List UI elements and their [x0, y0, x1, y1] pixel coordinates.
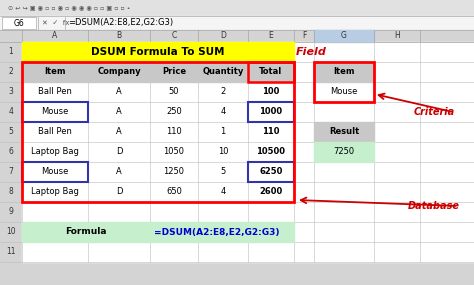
- Bar: [314, 30, 374, 42]
- Text: 11: 11: [6, 247, 16, 256]
- Text: 4: 4: [220, 107, 226, 117]
- Text: 1: 1: [220, 127, 226, 137]
- Text: A: A: [116, 107, 122, 117]
- Text: A: A: [116, 87, 122, 97]
- Bar: [22, 42, 474, 262]
- Bar: [0, 0, 474, 16]
- Text: 7250: 7250: [333, 148, 355, 156]
- Text: 5: 5: [220, 168, 226, 176]
- Text: Item: Item: [44, 68, 66, 76]
- Bar: [314, 142, 374, 162]
- Text: C: C: [172, 32, 177, 40]
- Text: Criteria: Criteria: [414, 107, 455, 117]
- Text: 10: 10: [6, 227, 16, 237]
- Text: Mouse: Mouse: [41, 107, 69, 117]
- Text: 110: 110: [262, 127, 280, 137]
- Bar: [314, 122, 374, 142]
- Text: 50: 50: [169, 87, 179, 97]
- Text: Database: Database: [408, 201, 460, 211]
- Text: A: A: [116, 168, 122, 176]
- Bar: [22, 42, 294, 62]
- Bar: [0, 16, 474, 30]
- Text: Laptop Bag: Laptop Bag: [31, 148, 79, 156]
- Text: 5: 5: [9, 127, 13, 137]
- Bar: [22, 162, 88, 182]
- Text: 110: 110: [166, 127, 182, 137]
- Text: 1250: 1250: [164, 168, 184, 176]
- Bar: [2, 17, 36, 29]
- Text: 1050: 1050: [164, 148, 184, 156]
- Bar: [22, 102, 88, 122]
- Bar: [0, 42, 22, 262]
- Text: 4: 4: [9, 107, 13, 117]
- Text: ⊙ ↩ ↪ ▣ ◉ ▫ ▫ ◉ ▫ ◉ ◉ ◉ ▫ ▫ ▣ ▫ ▫ •: ⊙ ↩ ↪ ▣ ◉ ▫ ▫ ◉ ▫ ◉ ◉ ◉ ▫ ▫ ▣ ▫ ▫ •: [8, 5, 130, 11]
- Text: 1000: 1000: [259, 107, 283, 117]
- Text: 3: 3: [9, 87, 13, 97]
- Bar: [0, 30, 474, 42]
- Text: Field: Field: [296, 47, 327, 57]
- Text: Ball Pen: Ball Pen: [38, 127, 72, 137]
- Text: Result: Result: [329, 127, 359, 137]
- Text: =DSUM(A2:E8,E2,G2:G3): =DSUM(A2:E8,E2,G2:G3): [68, 19, 173, 27]
- Bar: [248, 162, 294, 182]
- Text: Quantity: Quantity: [202, 68, 244, 76]
- Text: 2600: 2600: [259, 188, 283, 196]
- Bar: [22, 62, 294, 82]
- Text: D: D: [116, 148, 122, 156]
- Bar: [150, 222, 294, 242]
- Text: 650: 650: [166, 188, 182, 196]
- Text: Formula: Formula: [65, 227, 107, 237]
- Text: 2: 2: [220, 87, 226, 97]
- Text: DSUM Formula To SUM: DSUM Formula To SUM: [91, 47, 225, 57]
- Text: Price: Price: [162, 68, 186, 76]
- Text: H: H: [394, 32, 400, 40]
- Text: 100: 100: [262, 87, 280, 97]
- Text: Laptop Bag: Laptop Bag: [31, 188, 79, 196]
- Text: 7: 7: [9, 168, 13, 176]
- Text: 10: 10: [218, 148, 228, 156]
- Text: 4: 4: [220, 188, 226, 196]
- Bar: [248, 62, 294, 82]
- Bar: [248, 102, 294, 122]
- Text: G6: G6: [14, 19, 24, 27]
- Text: =DSUM(A2:E8,E2,G2:G3): =DSUM(A2:E8,E2,G2:G3): [154, 227, 280, 237]
- Text: D: D: [220, 32, 226, 40]
- Text: Total: Total: [259, 68, 283, 76]
- Text: 6250: 6250: [259, 168, 283, 176]
- Text: Mouse: Mouse: [330, 87, 358, 97]
- Text: 2: 2: [9, 68, 13, 76]
- Text: D: D: [116, 188, 122, 196]
- Text: 9: 9: [9, 207, 13, 217]
- Text: Item: Item: [333, 68, 355, 76]
- Text: B: B: [117, 32, 121, 40]
- Bar: [314, 62, 374, 82]
- Text: G: G: [341, 32, 347, 40]
- Text: 6: 6: [9, 148, 13, 156]
- Text: 250: 250: [166, 107, 182, 117]
- Text: Ball Pen: Ball Pen: [38, 87, 72, 97]
- Bar: [314, 62, 374, 102]
- Text: F: F: [302, 32, 306, 40]
- Bar: [22, 62, 294, 202]
- Text: A: A: [52, 32, 58, 40]
- Text: A: A: [116, 127, 122, 137]
- Text: E: E: [269, 32, 273, 40]
- Text: ✕  ✓  fx: ✕ ✓ fx: [42, 20, 69, 26]
- Text: Mouse: Mouse: [41, 168, 69, 176]
- Text: 1: 1: [9, 48, 13, 56]
- Text: Company: Company: [97, 68, 141, 76]
- Text: 8: 8: [9, 188, 13, 196]
- Text: 10500: 10500: [256, 148, 285, 156]
- Bar: [22, 222, 150, 242]
